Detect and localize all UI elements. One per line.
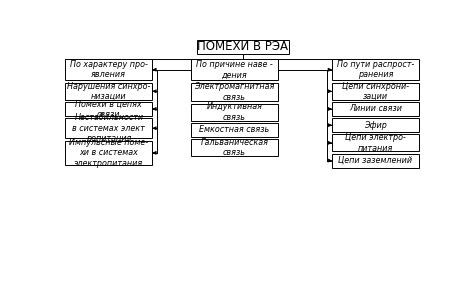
FancyBboxPatch shape	[332, 135, 419, 151]
Text: По характеру про-
явления: По характеру про- явления	[70, 60, 148, 79]
Text: Индуктивная
связь: Индуктивная связь	[206, 102, 263, 122]
Text: Цепи синхрони-
зации: Цепи синхрони- зации	[342, 81, 409, 101]
FancyBboxPatch shape	[191, 139, 278, 156]
Text: Емкостная связь: Емкостная связь	[199, 125, 270, 134]
FancyBboxPatch shape	[332, 118, 419, 132]
FancyBboxPatch shape	[191, 123, 278, 137]
Text: По пути распрост-
ранения: По пути распрост- ранения	[337, 60, 414, 79]
Text: Цепи электро-
питания: Цепи электро- питания	[345, 133, 406, 152]
FancyBboxPatch shape	[65, 83, 152, 100]
FancyBboxPatch shape	[197, 40, 289, 54]
FancyBboxPatch shape	[332, 154, 419, 167]
Text: По причине наве -
дения: По причине наве - дения	[196, 60, 273, 79]
Text: Цепи заземлений: Цепи заземлений	[338, 156, 412, 165]
Text: Нарушения синхро-
низации: Нарушения синхро- низации	[67, 81, 151, 101]
FancyBboxPatch shape	[191, 59, 278, 81]
Text: Помехи в цепях
связи: Помехи в цепях связи	[75, 99, 142, 119]
FancyBboxPatch shape	[332, 102, 419, 116]
FancyBboxPatch shape	[191, 83, 278, 101]
FancyBboxPatch shape	[65, 102, 152, 116]
Text: ПОМЕХИ В РЭА: ПОМЕХИ В РЭА	[198, 40, 288, 53]
Text: Линии связи: Линии связи	[349, 105, 402, 113]
FancyBboxPatch shape	[191, 104, 278, 120]
FancyBboxPatch shape	[65, 59, 152, 81]
Text: Эфир: Эфир	[364, 121, 387, 130]
Text: Гальваническая
связь: Гальваническая связь	[201, 138, 268, 157]
FancyBboxPatch shape	[65, 118, 152, 138]
Text: Нестабильности
в системах элект
ропитания: Нестабильности в системах элект ропитани…	[73, 113, 145, 143]
Text: Электромагнитная
связь: Электромагнитная связь	[194, 82, 274, 102]
FancyBboxPatch shape	[332, 59, 419, 81]
FancyBboxPatch shape	[332, 83, 419, 100]
Text: Импульсные поме-
хи в системах
электропитания: Импульсные поме- хи в системах электропи…	[69, 138, 148, 168]
FancyBboxPatch shape	[65, 141, 152, 165]
